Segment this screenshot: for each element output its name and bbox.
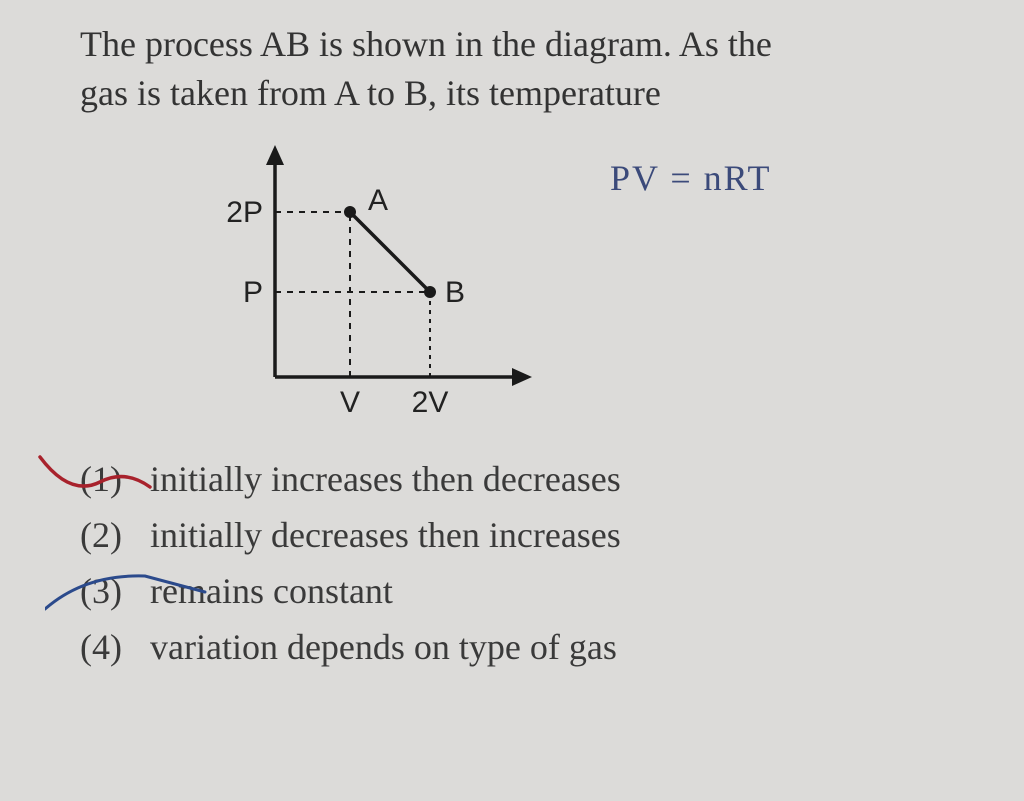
pv-chart-svg: A B P 2P V 2V: [220, 127, 550, 427]
svg-text:P: P: [243, 276, 263, 309]
svg-text:A: A: [368, 184, 388, 217]
question-text: The process AB is shown in the diagram. …: [80, 20, 964, 117]
option-num-2: (2): [80, 508, 150, 564]
question-line-1: The process AB is shown in the diagram. …: [80, 24, 772, 64]
option-1: (1) initially increases then decreases: [80, 452, 964, 508]
svg-text:B: B: [445, 276, 465, 309]
option-2: (2) initially decreases then increases: [80, 508, 964, 564]
diagram-row: A B P 2P V 2V PV = nRT: [80, 127, 964, 432]
option-text-2: initially decreases then increases: [150, 508, 621, 564]
option-text-3: remains constant: [150, 564, 393, 620]
svg-text:2V: 2V: [412, 386, 449, 419]
option-4: (4) variation depends on type of gas: [80, 620, 964, 676]
options-list: (1) initially increases then decreases (…: [80, 452, 964, 675]
pv-diagram: A B P 2P V 2V: [220, 127, 550, 432]
option-text-4: variation depends on type of gas: [150, 620, 617, 676]
question-line-2: gas is taken from A to B, its temperatur…: [80, 73, 661, 113]
option-num-3: (3): [80, 564, 150, 620]
option-num-4: (4): [80, 620, 150, 676]
handwriting-equation: PV = nRT: [610, 157, 772, 199]
svg-text:2P: 2P: [226, 196, 263, 229]
svg-text:V: V: [340, 386, 360, 419]
option-text-1: initially increases then decreases: [150, 452, 621, 508]
option-3: (3) remains constant: [80, 564, 964, 620]
option-num-1: (1): [80, 452, 150, 508]
